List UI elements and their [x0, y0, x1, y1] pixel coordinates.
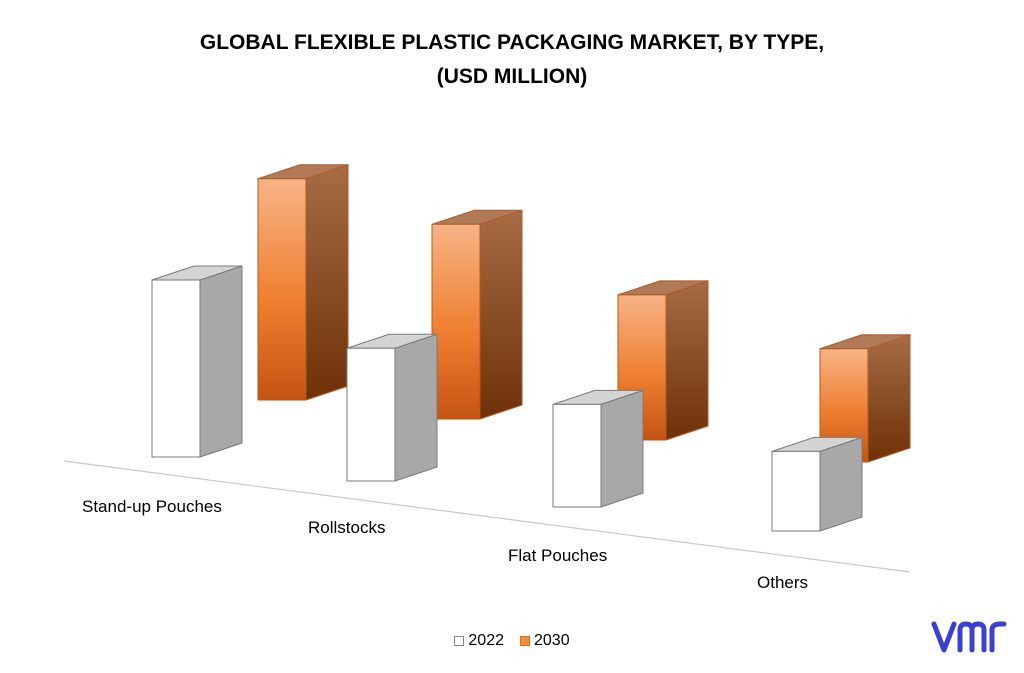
- chart-title-line-1: GLOBAL FLEXIBLE PLASTIC PACKAGING MARKET…: [199, 31, 825, 54]
- bar-side: [305, 164, 349, 401]
- bar-side: [867, 334, 911, 463]
- bar-2022-2: [552, 389, 644, 508]
- bar-front: [771, 450, 821, 532]
- vmr-logo: [931, 621, 1007, 653]
- legend-item-2022: 2022: [454, 632, 504, 650]
- bar-side: [199, 265, 243, 458]
- category-label: Flat Pouches: [508, 546, 607, 565]
- chart-title: GLOBAL FLEXIBLE PLASTIC PACKAGING MARKET…: [0, 26, 1024, 94]
- category-label: Stand-up Pouches: [82, 497, 222, 516]
- bar-front: [552, 403, 602, 508]
- legend-label-2030: 2030: [534, 632, 570, 649]
- bar-front: [257, 178, 307, 401]
- bar-front: [346, 347, 396, 482]
- floor-line: [63, 460, 911, 573]
- bar-front: [431, 223, 481, 420]
- bar-side: [600, 389, 644, 508]
- bar-side: [819, 436, 863, 532]
- bar-2022-0: [151, 265, 243, 458]
- bar-2030-1: [431, 209, 523, 420]
- bar-front: [151, 279, 201, 458]
- legend-swatch-2030: [520, 636, 530, 646]
- bar-front: [819, 348, 869, 463]
- bar-2022-3: [771, 436, 863, 532]
- legend: 2022 2030: [0, 632, 1024, 650]
- bar-2030-0: [257, 164, 349, 401]
- bar-side: [394, 333, 438, 482]
- category-label: Rollstocks: [308, 518, 385, 537]
- legend-label-2022: 2022: [468, 632, 504, 649]
- bar-2030-3: [819, 334, 911, 463]
- category-label: Others: [757, 573, 808, 592]
- bar-side: [665, 280, 709, 441]
- bar-2022-1: [346, 333, 438, 482]
- chart-title-line-2: (USD MILLION): [436, 65, 588, 88]
- bar-side: [479, 209, 523, 420]
- legend-item-2030: 2030: [520, 632, 570, 650]
- legend-swatch-2022: [454, 636, 465, 646]
